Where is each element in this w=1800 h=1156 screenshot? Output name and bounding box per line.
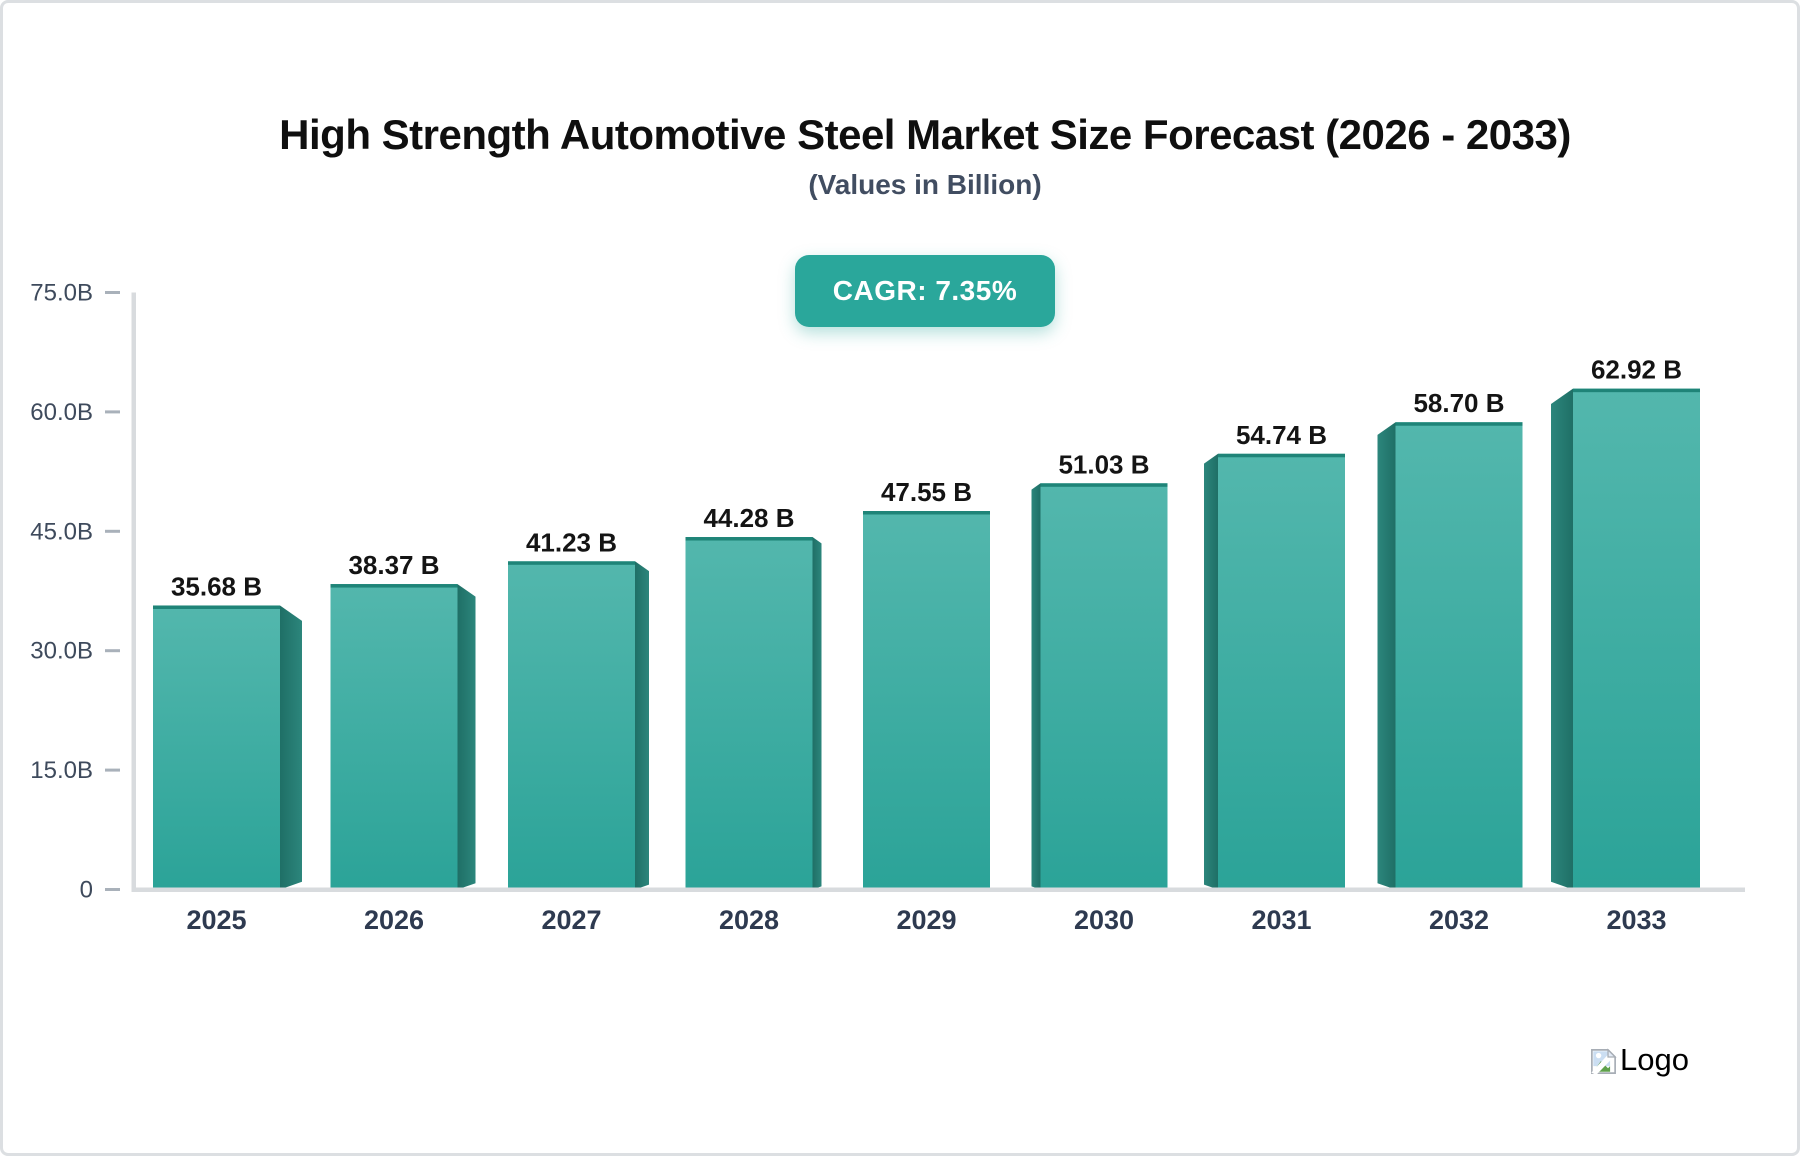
bar-value-label: 51.03 B <box>1058 449 1149 479</box>
bar-front-face <box>1218 453 1345 890</box>
bar-2026: 38.37 B 2026 <box>330 550 476 935</box>
bar-value-label: 38.37 B <box>348 550 439 580</box>
bar-front-face <box>330 584 458 890</box>
y-axis-line <box>131 292 136 892</box>
y-tick-mark <box>105 291 120 294</box>
bar-side-face <box>812 537 822 890</box>
logo-broken-image-icon <box>1591 1048 1617 1075</box>
y-tick-label: 60.0B <box>30 399 93 426</box>
bar-value-label: 54.74 B <box>1236 420 1327 450</box>
y-tick-label: 45.0B <box>30 518 93 545</box>
page-title: High Strength Automotive Steel Market Si… <box>279 111 1571 158</box>
bar-top-edge <box>1218 453 1345 458</box>
bar-front-face <box>1040 483 1168 890</box>
bar-chart-plot: 0 15.0B 30.0B 45.0B 60.0B 75.0B 35.68 B 2025 38.… <box>30 280 1745 935</box>
cagr-badge-wrap: CAGR: 7.35% <box>53 255 1797 327</box>
bar-value-label: 44.28 B <box>703 503 794 533</box>
bar-front-face <box>863 511 990 890</box>
y-tick-mark <box>105 768 120 772</box>
bar-front-face <box>1395 422 1523 890</box>
bar-top-edge <box>1573 388 1700 393</box>
x-axis-label: 2032 <box>1429 905 1489 935</box>
bar-top-edge <box>330 584 458 588</box>
bar-2032: 58.70 B 2032 <box>1377 388 1523 935</box>
bar-top-edge <box>863 511 990 515</box>
bar-2029: 47.55 B 2029 <box>863 477 990 935</box>
bar-2031: 54.74 B 2031 <box>1204 420 1345 935</box>
y-tick-mark <box>105 649 120 653</box>
x-axis-label: 2030 <box>1074 905 1134 935</box>
bar-top-edge <box>1040 483 1168 487</box>
x-axis-label: 2026 <box>364 905 424 935</box>
x-axis-label: 2031 <box>1251 905 1311 935</box>
bar-2025: 35.68 B 2025 <box>153 571 302 935</box>
cagr-badge: CAGR: 7.35% <box>794 255 1056 327</box>
y-tick-mark <box>105 410 120 414</box>
y-tick-label: 0 <box>80 877 93 904</box>
y-tick-mark <box>105 888 120 891</box>
y-tick-label: 15.0B <box>30 757 93 784</box>
bar-front-face <box>685 537 813 890</box>
bar-side-face <box>457 584 476 890</box>
bar-top-edge <box>153 605 280 609</box>
y-tick-mark <box>105 529 120 533</box>
bar-side-face <box>280 605 302 890</box>
bar-side-face <box>1551 388 1573 890</box>
bar-2030: 51.03 B 2030 <box>1031 449 1168 935</box>
x-axis-label: 2033 <box>1606 905 1666 935</box>
x-axis-label: 2025 <box>186 905 246 935</box>
bar-side-face <box>1204 453 1218 890</box>
y-tick-label: 75.0B <box>30 280 93 307</box>
bar-front-face <box>508 561 635 890</box>
bar-side-face <box>635 561 649 890</box>
bar-value-label: 62.92 B <box>1591 355 1682 385</box>
y-tick-label: 30.0B <box>30 638 93 665</box>
x-axis-label: 2028 <box>719 905 779 935</box>
bar-side-face <box>1377 422 1396 890</box>
bar-top-edge <box>1395 422 1523 426</box>
x-axis-line <box>131 887 1745 892</box>
bar-front-face <box>153 605 280 890</box>
bar-front-face <box>1573 388 1700 890</box>
x-axis-label: 2029 <box>896 905 956 935</box>
bar-value-label: 41.23 B <box>526 527 617 557</box>
bar-top-edge <box>685 537 813 541</box>
bar-value-label: 47.55 B <box>881 477 972 507</box>
bar-value-label: 35.68 B <box>171 571 262 601</box>
chart-subtitle: (Values in Billion) <box>808 169 1042 200</box>
x-axis-label: 2027 <box>541 905 601 935</box>
bar-top-edge <box>508 561 635 565</box>
logo-text: Logo <box>1620 1042 1689 1077</box>
logo: Logo <box>1588 1043 1689 1077</box>
bar-2028: 44.28 B 2028 <box>685 503 822 935</box>
bar-2027: 41.23 B 2027 <box>508 527 649 935</box>
bar-side-face <box>1031 483 1041 890</box>
bar-value-label: 58.70 B <box>1413 388 1504 418</box>
bar-2033: 62.92 B 2033 <box>1551 355 1700 935</box>
